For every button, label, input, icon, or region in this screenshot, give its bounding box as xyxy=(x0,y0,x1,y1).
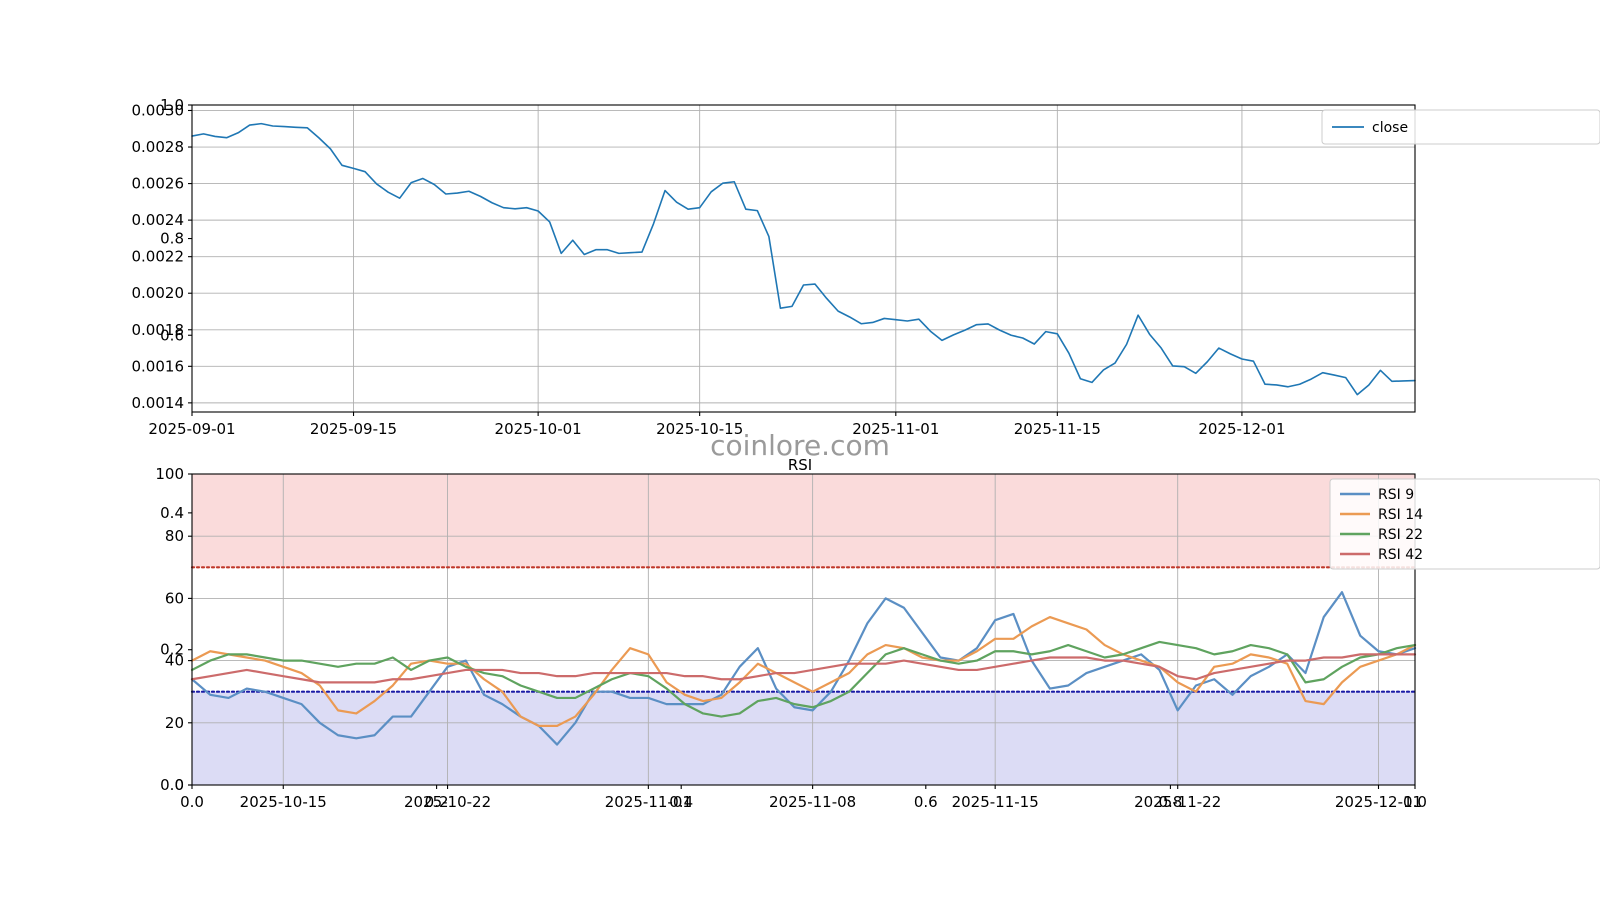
price-gridlines xyxy=(191,105,1415,412)
price-legend[interactable]: close xyxy=(1321,109,1600,145)
rsi-legend-label-RSI-9: RSI 9 xyxy=(1378,487,1414,503)
rsi-panel-title: RSI xyxy=(788,456,812,474)
price-y-axis-labels: 0.0014 0.0016 0.0018 0.0020 0.0022 0.0024 0.00… xyxy=(132,101,192,412)
price-x-tick-label: 2025-10-01 xyxy=(495,420,582,438)
rsi-y-tick-label: 80 xyxy=(165,527,184,545)
rsi-line-RSI-14 xyxy=(190,615,1417,728)
price-y-tick-label: 0.0020 xyxy=(132,284,185,302)
rsi-threshold-lines xyxy=(190,566,1417,693)
rsi-series-group xyxy=(190,591,1417,746)
price-series-group xyxy=(191,122,1416,396)
rsi-plot-border xyxy=(191,473,1416,786)
price-chart-panel: 0.0014 0.0016 0.0018 0.0020 0.0022 0.0024 0.00… xyxy=(132,96,1600,438)
rsi-legend[interactable]: RSI 9 RSI 14 RSI 22 RSI 42 xyxy=(1329,478,1600,570)
price-y-secondary-tick-label: 0.6 xyxy=(160,326,184,344)
rsi-y-tick-label: 100 xyxy=(155,465,184,483)
rsi-x-secondary-tick-label: 0.8 xyxy=(1158,793,1182,811)
rsi-x-tick-label: 2025-11-22 xyxy=(1134,793,1221,811)
price-y-tick-label: 0.0016 xyxy=(132,357,185,375)
rsi-y-secondary-tick-label: 0.4 xyxy=(160,504,184,522)
price-plot-background xyxy=(192,105,1415,412)
rsi-x-secondary-tick-label: 0.2 xyxy=(425,793,449,811)
rsi-legend-label-RSI-22: RSI 22 xyxy=(1378,527,1423,543)
rsi-y-tick-label: 0 xyxy=(174,776,184,794)
rsi-x-tick-label: 2025-11-15 xyxy=(952,793,1039,811)
price-plot-border xyxy=(191,104,1416,413)
rsi-x-tick-label: 2025-12-01 xyxy=(1335,793,1422,811)
rsi-x-secondary-tick-label: 0.4 xyxy=(669,793,693,811)
rsi-x-axis-secondary-labels: 0.0 0.2 0.4 0.6 0.8 1.0 xyxy=(180,785,1427,811)
rsi-y-tick-label: 20 xyxy=(165,714,184,732)
rsi-line-RSI-22 xyxy=(190,640,1417,718)
price-y-tick-label: 0.0026 xyxy=(132,175,185,193)
price-y-tick-label: 0.0024 xyxy=(132,211,185,229)
price-y-tick-label: 0.0022 xyxy=(132,248,185,266)
rsi-x-tick-label: 2025-10-22 xyxy=(404,793,491,811)
price-legend-label-close: close xyxy=(1372,120,1408,136)
watermark: coinlore.com xyxy=(710,429,890,462)
rsi-axis-spines xyxy=(191,473,1416,786)
price-x-tick-label: 2025-10-15 xyxy=(656,420,743,438)
price-x-tick-label: 2025-11-15 xyxy=(1014,420,1101,438)
rsi-y-tick-label: 40 xyxy=(165,652,184,670)
rsi-legend-label-RSI-42: RSI 42 xyxy=(1378,547,1423,563)
rsi-legend-label-RSI-14: RSI 14 xyxy=(1378,507,1423,523)
price-y-tick-label: 0.0014 xyxy=(132,394,185,412)
rsi-threshold-bands xyxy=(192,474,1415,785)
rsi-band xyxy=(192,474,1415,568)
price-y-tick-label: 0.0030 xyxy=(132,101,185,119)
price-y-axis-secondary-labels: 0.6 0.8 1.0 xyxy=(160,96,192,344)
rsi-legend-box[interactable] xyxy=(1329,478,1600,570)
price-legend-box[interactable] xyxy=(1321,109,1600,145)
price-y-secondary-tick-label: 1.0 xyxy=(160,96,184,114)
price-axis-spines xyxy=(191,104,1416,413)
rsi-band xyxy=(192,691,1415,785)
rsi-y-axis-secondary-labels: 0.0 0.2 0.4 xyxy=(160,504,192,794)
rsi-x-tick-label: 2025-11-08 xyxy=(769,793,856,811)
price-x-tick-label: 2025-09-01 xyxy=(148,420,235,438)
rsi-x-secondary-tick-label: 0.0 xyxy=(180,793,204,811)
price-y-tick-label: 0.0028 xyxy=(132,138,185,156)
rsi-x-tick-label: 2025-11-01 xyxy=(605,793,692,811)
price-y-secondary-tick-label: 0.8 xyxy=(160,230,184,248)
rsi-y-secondary-tick-label: 0.2 xyxy=(160,641,184,659)
price-x-tick-label: 2025-12-01 xyxy=(1198,420,1285,438)
rsi-x-secondary-tick-label: 0.6 xyxy=(914,793,938,811)
rsi-x-secondary-tick-label: 1.0 xyxy=(1403,793,1427,811)
price-y-tick-label: 0.0018 xyxy=(132,321,185,339)
rsi-x-axis-labels: 2025-10-15 2025-10-22 2025-11-01 2025-11-08… xyxy=(240,785,1422,811)
rsi-y-secondary-tick-label: 0.0 xyxy=(160,776,184,794)
price-line-close xyxy=(191,122,1416,396)
price-x-tick-label: 2025-09-15 xyxy=(310,420,397,438)
rsi-line-RSI-9 xyxy=(190,591,1417,746)
rsi-x-tick-label: 2025-10-15 xyxy=(240,793,327,811)
price-x-tick-label: 2025-11-01 xyxy=(852,420,939,438)
price-x-axis-labels: 2025-09-01 2025-09-15 2025-10-01 2025-10-15… xyxy=(148,412,1286,438)
rsi-y-axis-labels: 0 20 40 60 80 100 xyxy=(155,465,192,794)
rsi-y-tick-label: 60 xyxy=(165,589,184,607)
rsi-line-RSI-42 xyxy=(190,653,1417,684)
